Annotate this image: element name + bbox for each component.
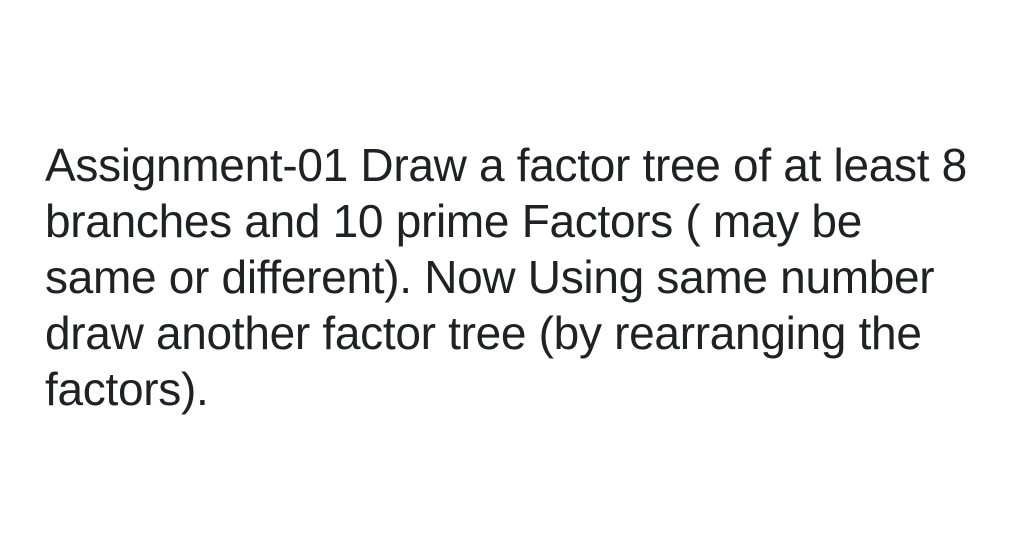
assignment-text: Assignment-01 Draw a factor tree of at l… [45,137,979,418]
